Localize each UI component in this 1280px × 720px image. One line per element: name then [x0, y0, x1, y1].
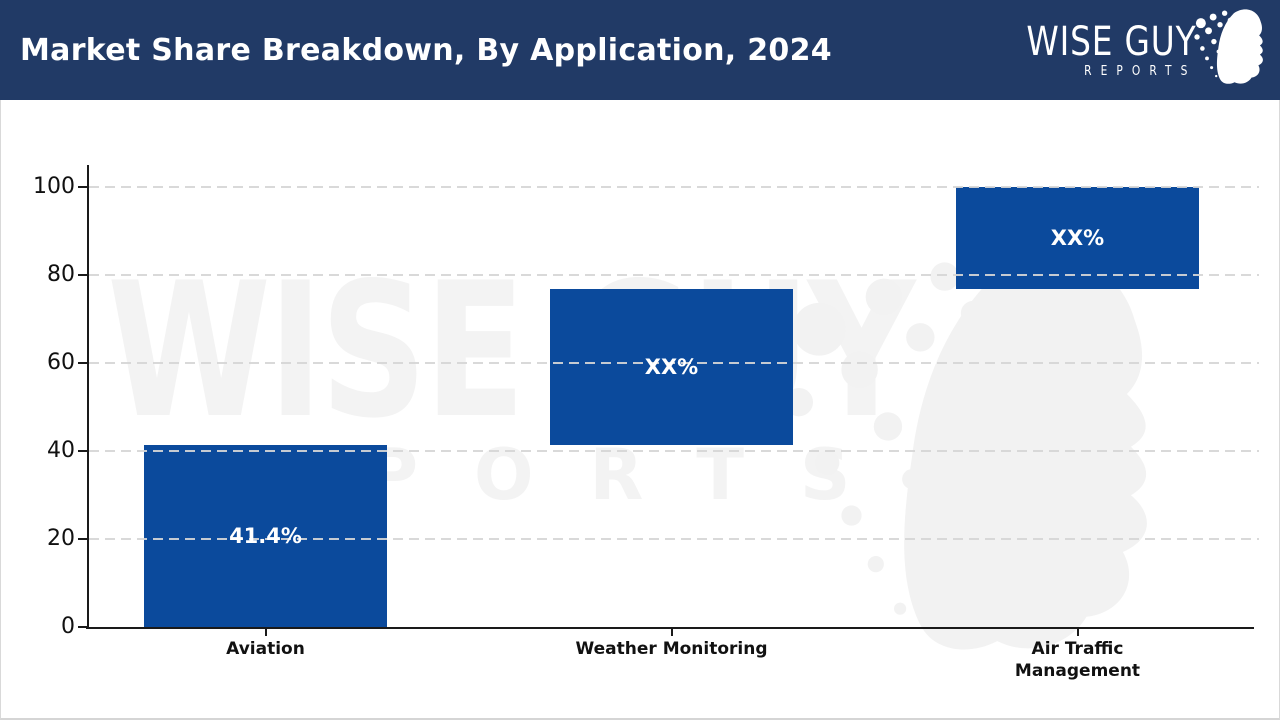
chart-title: Market Share Breakdown, By Application, … [20, 32, 832, 68]
logo-wiseguy-text: WISE GUY [1025, 19, 1196, 65]
gridline [89, 274, 1259, 276]
x-tick-mark [1076, 629, 1079, 636]
bar-segment [550, 288, 793, 445]
bar-value-label: XX% [1050, 225, 1105, 250]
wiseguy-logo: WISE GUY REPORTS [989, 4, 1270, 96]
bar-segment [144, 444, 387, 627]
y-tick-label: 80 [47, 262, 75, 287]
y-tick-label: 20 [47, 526, 75, 551]
gridline [89, 450, 1259, 452]
y-tick-mark [78, 274, 88, 276]
x-tick-mark [670, 629, 673, 636]
y-tick-mark [78, 626, 88, 628]
gridline [89, 186, 1259, 188]
x-category-label: Air Traffic Management [1014, 639, 1141, 682]
plot-region: WISE GUY REPORTS 0 20 40 60 80 100 41.4% Aviati… [1, 100, 1279, 718]
y-tick-mark [78, 450, 88, 452]
gridline [89, 362, 1259, 364]
bar-value-label: 41.4% [229, 523, 302, 548]
x-category-label: Aviation [226, 639, 305, 659]
y-tick-mark [78, 538, 88, 540]
y-tick-label: 40 [47, 438, 75, 463]
logo-text: WISE GUY REPORTS [1026, 22, 1196, 78]
chart-area: WISE GUY REPORTS 0 20 40 60 80 100 41.4% Aviati… [0, 100, 1280, 720]
y-tick-label: 0 [61, 614, 75, 639]
gridline [89, 538, 1259, 540]
header: Market Share Breakdown, By Application, … [0, 0, 1280, 100]
y-axis-line [87, 165, 89, 629]
logo-face-icon [1190, 4, 1270, 96]
x-tick-mark [264, 629, 267, 636]
logo-reports-text: REPORTS [1083, 64, 1196, 79]
x-axis-line [86, 627, 1254, 629]
y-tick-label: 100 [33, 174, 75, 199]
y-tick-label: 60 [47, 350, 75, 375]
y-tick-mark [78, 186, 88, 188]
bar-value-label: XX% [644, 354, 699, 379]
y-tick-mark [78, 362, 88, 364]
x-category-label: Weather Monitoring [575, 639, 768, 659]
